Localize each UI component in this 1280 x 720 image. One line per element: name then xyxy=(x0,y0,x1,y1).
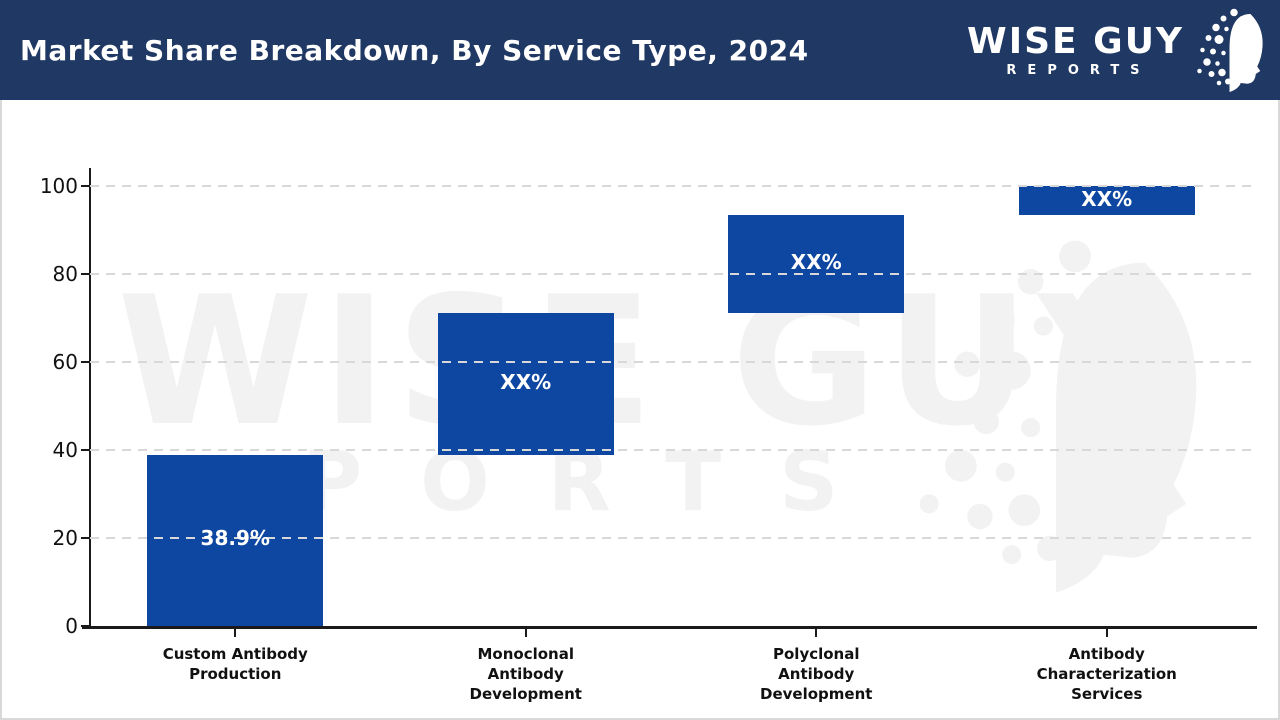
x-category-label: Antibody Characterization Services xyxy=(1036,645,1177,703)
y-tick-mark xyxy=(81,361,90,363)
chart-area: WISE GUY PORTS 0 20 40 60 80 100 38.9% Custom A… xyxy=(0,100,1280,720)
x-tick-mark xyxy=(524,629,527,637)
page-title: Market Share Breakdown, By Service Type,… xyxy=(20,33,809,67)
y-axis-line xyxy=(89,168,91,628)
x-tick-mark xyxy=(234,629,237,637)
gridline xyxy=(90,361,1252,363)
bar-value-label: XX% xyxy=(500,369,552,394)
y-tick-label: 40 xyxy=(52,438,78,462)
bar-segment xyxy=(1018,186,1195,216)
gridline xyxy=(90,537,1252,539)
x-axis-line xyxy=(82,626,1257,629)
brand-face-icon xyxy=(1197,8,1263,92)
bar-segment xyxy=(437,312,614,455)
y-tick-label: 0 xyxy=(65,614,78,638)
bar-value-label: XX% xyxy=(790,250,842,275)
y-tick-mark xyxy=(81,273,90,275)
bar-value-label: 38.9% xyxy=(200,526,270,551)
bar-segment xyxy=(728,215,905,313)
y-tick-label: 100 xyxy=(39,174,78,198)
x-tick-mark xyxy=(815,629,818,637)
y-tick-label: 20 xyxy=(52,526,78,550)
y-tick-mark xyxy=(81,625,90,627)
x-tick-mark xyxy=(1105,629,1108,637)
bar-value-label: XX% xyxy=(1081,186,1133,211)
watermark-face-icon xyxy=(919,240,1197,593)
y-tick-mark xyxy=(81,185,90,187)
x-category-label: Custom Antibody Production xyxy=(162,645,308,683)
x-category-label: Monoclonal Antibody Development xyxy=(469,645,582,703)
gridline xyxy=(90,273,1252,275)
bar-segment xyxy=(147,454,324,626)
y-tick-label: 80 xyxy=(52,262,78,286)
y-tick-mark xyxy=(81,537,90,539)
brand-name: WISE GUY xyxy=(966,21,1184,62)
x-category-label: Polyclonal Antibody Development xyxy=(760,645,873,703)
gridline xyxy=(90,185,1252,187)
brand-logo: WISE GUY REPORTS xyxy=(967,8,1264,92)
gridline xyxy=(90,449,1252,451)
header-bar: Market Share Breakdown, By Service Type,… xyxy=(0,0,1280,100)
y-tick-mark xyxy=(81,449,90,451)
brand-logo-text: WISE GUY REPORTS xyxy=(966,21,1184,79)
brand-subtitle: REPORTS xyxy=(1006,63,1151,78)
y-tick-label: 60 xyxy=(52,350,78,374)
